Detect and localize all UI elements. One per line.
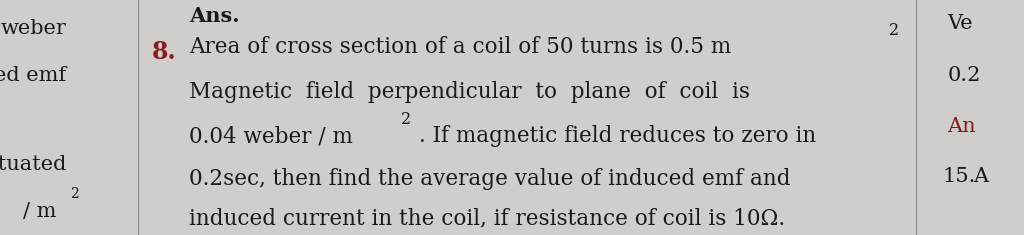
Text: . If magnetic field reduces to zero in: . If magnetic field reduces to zero in bbox=[419, 125, 816, 147]
Text: 0.2sec, then find the average value of induced emf and: 0.2sec, then find the average value of i… bbox=[189, 168, 791, 190]
Text: 2: 2 bbox=[400, 111, 411, 128]
Text: 8.: 8. bbox=[152, 40, 176, 64]
Text: A: A bbox=[973, 167, 988, 186]
Text: 2: 2 bbox=[889, 22, 899, 39]
Text: Magnetic  field  perpendicular  to  plane  of  coil  is: Magnetic field perpendicular to plane of… bbox=[189, 81, 751, 103]
Text: weber: weber bbox=[1, 19, 67, 38]
Text: induced current in the coil, if resistance of coil is 10Ω.: induced current in the coil, if resistan… bbox=[189, 208, 785, 230]
Text: Ve: Ve bbox=[947, 14, 973, 33]
Text: Ans.: Ans. bbox=[189, 6, 240, 27]
Text: An: An bbox=[947, 118, 976, 136]
Text: Area of cross section of a coil of 50 turns is 0.5 m: Area of cross section of a coil of 50 tu… bbox=[189, 36, 732, 58]
Text: / m: / m bbox=[23, 202, 56, 221]
Text: 0.2: 0.2 bbox=[947, 66, 981, 85]
Text: 2: 2 bbox=[70, 187, 79, 201]
Text: 0.04 weber / m: 0.04 weber / m bbox=[189, 125, 353, 147]
Text: ituated: ituated bbox=[0, 155, 67, 174]
Text: ed emf: ed emf bbox=[0, 66, 67, 85]
Text: 15.: 15. bbox=[942, 167, 976, 186]
